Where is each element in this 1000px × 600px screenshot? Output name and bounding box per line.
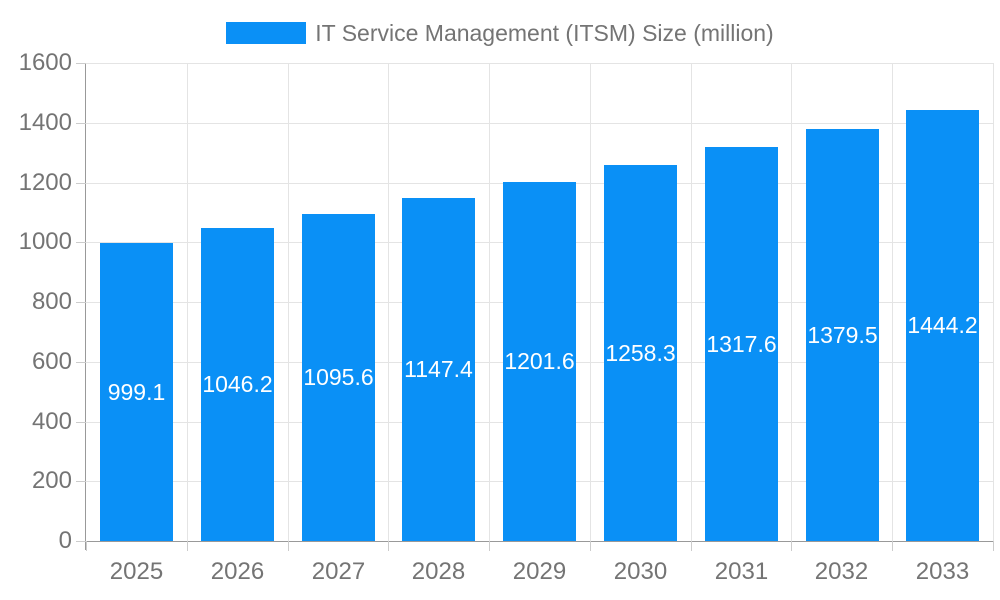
y-tick-label: 1200 — [18, 169, 72, 196]
bar[interactable]: 1258.3 — [604, 165, 677, 541]
y-axis-tick — [76, 123, 86, 124]
y-tick-label: 1600 — [18, 49, 72, 76]
bar[interactable]: 1379.5 — [806, 129, 879, 541]
legend-swatch — [226, 22, 307, 44]
x-axis-tick — [892, 541, 893, 551]
y-tick-label: 1000 — [18, 228, 72, 255]
x-tick-label: 2031 — [714, 558, 769, 585]
y-axis-tick — [76, 242, 86, 243]
x-tick-label: 2027 — [311, 558, 366, 585]
bar-value-label: 999.1 — [107, 378, 166, 405]
bar-value-label: 1258.3 — [605, 339, 676, 366]
y-axis-tick — [76, 362, 86, 363]
legend[interactable]: IT Service Management (ITSM) Size (milli… — [0, 19, 1000, 46]
y-tick-label: 0 — [58, 527, 72, 554]
gridline-vertical — [791, 63, 792, 541]
bar[interactable]: 1147.4 — [402, 198, 475, 541]
x-axis-tick — [691, 541, 692, 551]
bar[interactable]: 1444.2 — [906, 110, 979, 541]
legend-label: IT Service Management (ITSM) Size (milli… — [315, 19, 774, 46]
bar[interactable]: 1046.2 — [201, 228, 274, 541]
x-axis-line — [86, 541, 993, 542]
bar-value-label: 1317.6 — [706, 330, 777, 357]
y-axis-tick — [76, 302, 86, 303]
bar-value-label: 1147.4 — [404, 356, 473, 382]
bar[interactable]: 999.1 — [100, 243, 173, 541]
gridline-vertical — [288, 63, 289, 541]
x-tick-label: 2028 — [411, 558, 466, 585]
gridline-vertical — [892, 63, 893, 541]
y-tick-label: 1400 — [18, 109, 72, 136]
x-axis-tick — [86, 541, 87, 551]
x-axis-tick — [187, 541, 188, 551]
y-axis-tick — [76, 541, 86, 542]
gridline-vertical — [187, 63, 188, 541]
y-tick-label: 600 — [31, 348, 72, 375]
y-axis-tick — [76, 481, 86, 482]
gridline-vertical — [388, 63, 389, 541]
y-axis-tick — [76, 422, 86, 423]
bar-value-label: 1201.6 — [504, 348, 575, 374]
gridline-vertical — [590, 63, 591, 541]
bar-value-label: 1379.5 — [807, 321, 878, 348]
y-axis-tick — [76, 63, 86, 64]
gridline-vertical — [993, 63, 994, 541]
x-tick-label: 2026 — [210, 558, 265, 585]
bar[interactable]: 1095.6 — [302, 214, 375, 541]
y-axis-line — [85, 63, 86, 550]
x-tick-label: 2025 — [109, 558, 164, 585]
x-axis-tick — [388, 541, 389, 551]
x-axis-tick — [993, 541, 994, 551]
y-tick-label: 800 — [31, 288, 72, 315]
y-axis-tick — [76, 183, 86, 184]
plot-area: 0 200 400 600 800 1000 1200 1400 1600 2025 2026 202… — [19, 49, 994, 585]
x-axis-tick — [791, 541, 792, 551]
x-tick-label: 2032 — [814, 558, 869, 585]
y-tick-label: 400 — [31, 408, 72, 435]
bar-value-label: 1444.2 — [907, 312, 978, 338]
bar-value-label: 1046.2 — [202, 371, 273, 397]
x-tick-label: 2029 — [512, 558, 567, 585]
bar[interactable]: 1201.6 — [503, 182, 576, 541]
bar-value-label: 1095.6 — [303, 364, 374, 390]
x-axis-tick — [288, 541, 289, 551]
x-tick-label: 2030 — [613, 558, 668, 585]
gridline-vertical — [691, 63, 692, 541]
gridline-vertical — [489, 63, 490, 541]
bar[interactable]: 1317.6 — [705, 147, 778, 541]
x-tick-label: 2033 — [915, 558, 970, 585]
y-tick-label: 200 — [31, 467, 72, 494]
x-axis-tick — [590, 541, 591, 551]
x-axis-tick — [489, 541, 490, 551]
gridline-horizontal — [86, 63, 993, 64]
gridline-horizontal — [86, 123, 993, 124]
